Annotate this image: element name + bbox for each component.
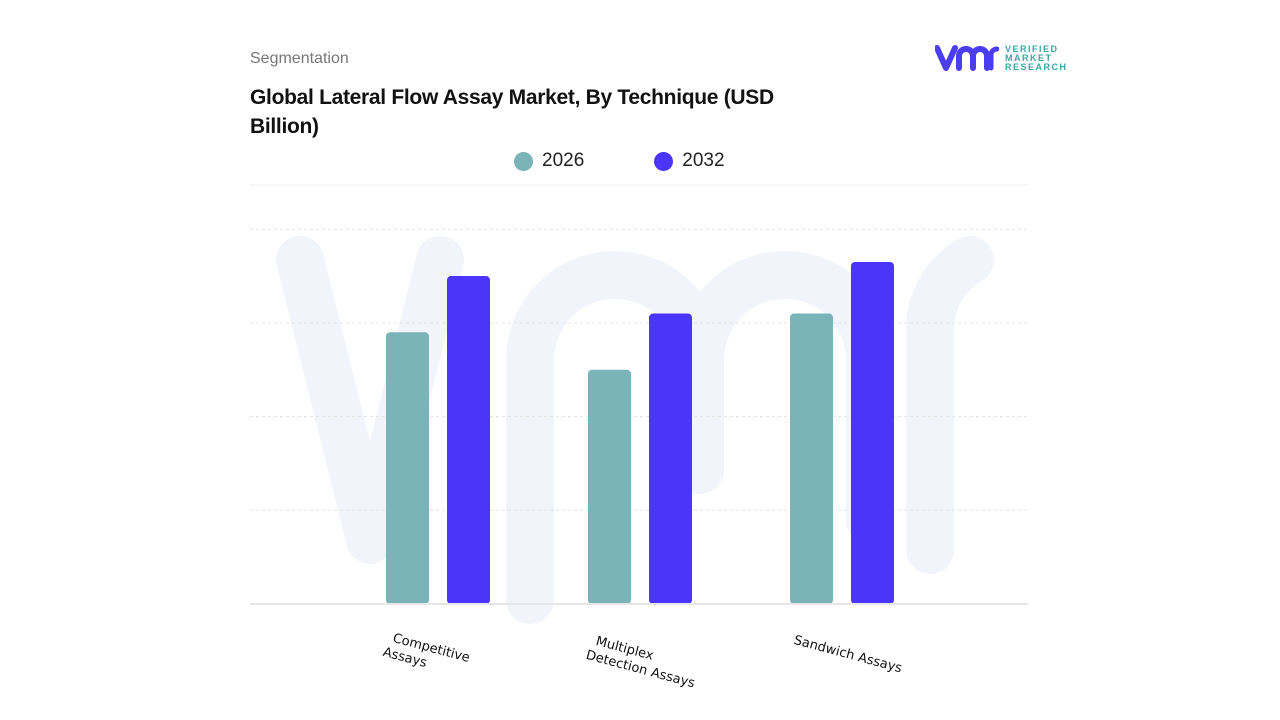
logo-line: VERIFIED — [1005, 43, 1059, 54]
legend-item-2026[interactable]: 2026 — [514, 150, 584, 172]
bar-2032-0 — [447, 276, 490, 604]
legend-label: 2032 — [682, 150, 725, 171]
bar-2032-1 — [649, 313, 692, 604]
logo-line: MARKET — [1005, 52, 1053, 63]
legend-label: 2026 — [542, 150, 585, 171]
vmr-logo: VERIFIED MARKET RESEARCH — [935, 44, 1068, 72]
bar-2026-1 — [588, 369, 631, 604]
bar-2032-2 — [851, 261, 894, 604]
bar-2026-0 — [386, 332, 429, 604]
chart-title: Global Lateral Flow Assay Market, By Tec… — [250, 86, 774, 138]
bar-2026-2 — [790, 313, 833, 604]
legend: 2026 2032 — [514, 150, 725, 172]
logo-line: RESEARCH — [1005, 61, 1068, 72]
legend-dot-icon — [654, 151, 674, 171]
legend-item-2032[interactable]: 2032 — [654, 150, 725, 172]
segment-label: Segmentation — [250, 50, 349, 67]
legend-dot-icon — [514, 151, 533, 171]
vmr-logo-mark — [935, 45, 999, 71]
